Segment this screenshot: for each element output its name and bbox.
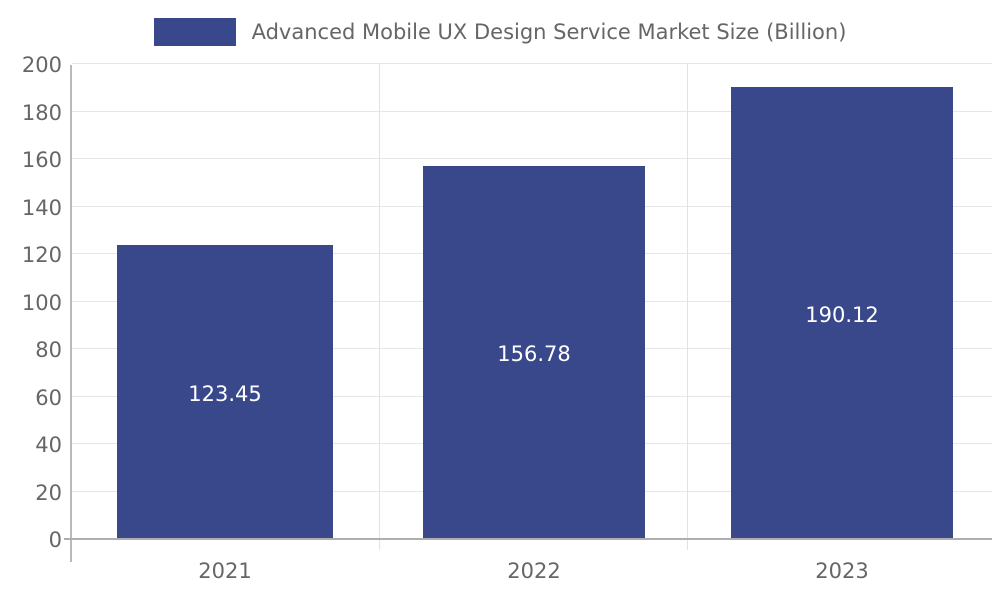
y-axis-tick-60: 60 [35, 385, 62, 410]
y-axis-tick-20: 20 [35, 480, 62, 505]
legend-color-swatch-icon [153, 18, 236, 46]
y-axis-tick-100: 100 [21, 290, 62, 315]
bar-2021[interactable]: 123.45 [117, 244, 333, 538]
y-axis-tick-labels: 200 180 160 140 120 100 80 60 40 20 0 [0, 55, 62, 551]
bar-value-label-2023: 190.12 [805, 302, 879, 327]
y-axis-tick-120: 120 [21, 243, 62, 267]
x-axis-tick-2021: 2021 [198, 559, 252, 583]
gridline-200 [72, 63, 992, 64]
category-divider-2 [687, 63, 688, 550]
legend-item[interactable]: Advanced Mobile UX Design Service Market… [153, 18, 847, 46]
x-axis-line [64, 538, 992, 540]
y-axis-tick-160: 160 [21, 148, 62, 172]
gridline-180 [72, 110, 992, 112]
category-divider-1 [379, 63, 380, 550]
y-axis-tick-140: 140 [21, 195, 62, 220]
legend-item-label: Advanced Mobile UX Design Service Market… [251, 19, 847, 44]
y-axis-tick-0: 0 [48, 528, 62, 552]
bar-2022[interactable]: 156.78 [423, 165, 645, 538]
y-axis-tick-200: 200 [21, 53, 62, 77]
bar-value-label-2022: 156.78 [497, 341, 571, 366]
x-axis-tick-2022: 2022 [507, 559, 561, 583]
y-axis-tick-40: 40 [35, 433, 62, 457]
y-axis-tick-180: 180 [21, 100, 62, 125]
bar-2023[interactable]: 190.12 [731, 86, 953, 538]
x-axis-tick-2023: 2023 [815, 559, 869, 583]
gridline-160 [72, 158, 992, 159]
y-axis-tick-80: 80 [35, 338, 62, 362]
chart-legend: Advanced Mobile UX Design Service Market… [0, 12, 1000, 52]
y-axis-line [70, 65, 72, 562]
plot-area: 123.45 156.78 190.12 [64, 63, 992, 562]
bar-value-label-2021: 123.45 [188, 381, 262, 406]
